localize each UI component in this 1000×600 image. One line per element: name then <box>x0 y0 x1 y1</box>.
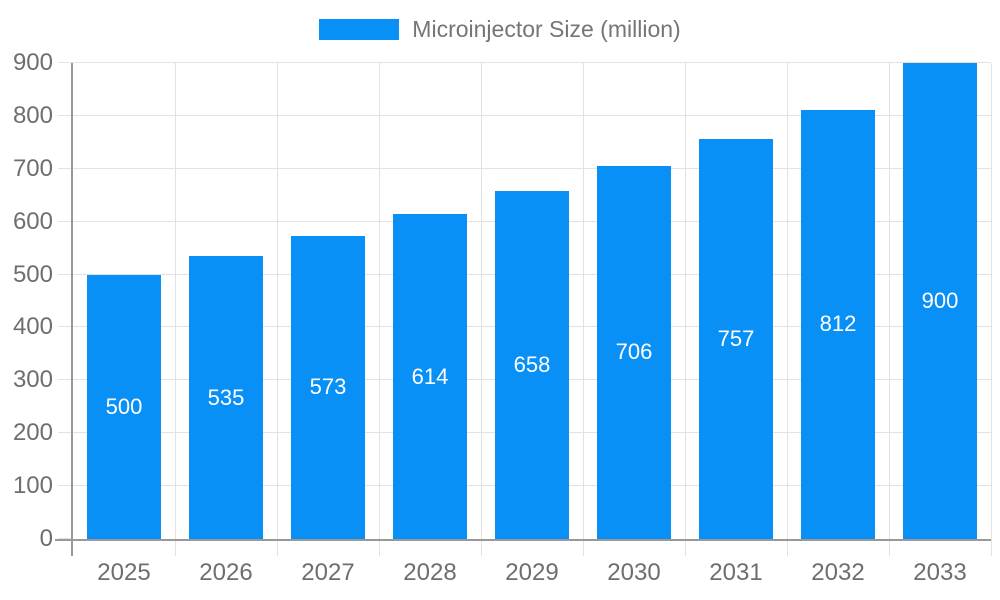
x-gridline <box>787 63 788 556</box>
bar-slot: 500 2025 <box>73 63 175 586</box>
x-gridline <box>684 63 686 556</box>
bar[interactable]: 757 <box>698 138 774 539</box>
y-gridline <box>58 167 991 169</box>
y-axis-label: 300 <box>12 366 53 394</box>
legend-swatch-icon <box>319 19 400 40</box>
x-axis-label: 2025 <box>97 559 151 586</box>
y-axis-label: 900 <box>12 49 53 76</box>
x-gridline <box>583 63 584 556</box>
x-axis-line <box>55 539 991 541</box>
y-gridline <box>58 538 71 539</box>
y-axis-label: 0 <box>39 525 53 552</box>
y-axis-label: 200 <box>12 419 53 447</box>
y-axis-label: 100 <box>12 472 53 500</box>
y-axis-label: 700 <box>12 154 53 182</box>
y-axis-line <box>71 63 73 556</box>
x-axis-label: 2027 <box>301 559 355 586</box>
bars-container: 500 2025 535 2026 573 2027 614 2028 658 2029 706 20… <box>73 63 991 586</box>
x-axis-label: 2026 <box>199 559 253 586</box>
bar-value-label: 500 <box>105 393 143 419</box>
x-axis-label: 2028 <box>403 559 457 586</box>
bar[interactable]: 535 <box>188 256 264 539</box>
legend-label: Microinjector Size (million) <box>412 16 681 42</box>
x-gridline <box>175 63 176 556</box>
x-gridline <box>889 63 890 556</box>
bar[interactable]: 573 <box>290 235 366 539</box>
x-gridline <box>481 63 482 556</box>
x-axis-label: 2033 <box>913 559 967 586</box>
plot-area: 0 100 200 300 400 500 600 700 800 900 500 2025 535 2… <box>13 51 992 586</box>
y-axis-label: 600 <box>12 207 53 235</box>
bar-value-label: 535 <box>207 384 245 410</box>
x-gridline <box>378 63 380 556</box>
x-axis-label: 2029 <box>505 559 559 586</box>
bar[interactable]: 500 <box>86 274 162 539</box>
y-gridline <box>58 114 991 116</box>
bar-slot: 812 2032 <box>787 63 889 586</box>
bar-slot: 658 2029 <box>481 63 583 586</box>
bar-value-label: 573 <box>309 374 347 400</box>
legend: Microinjector Size (million) <box>0 16 1000 43</box>
bar-slot: 614 2028 <box>379 63 481 586</box>
bar-value-label: 706 <box>615 339 653 365</box>
bar[interactable]: 706 <box>596 165 672 539</box>
bar-slot: 535 2026 <box>175 63 277 586</box>
bar-value-label: 812 <box>819 311 857 337</box>
bar-slot: 757 2031 <box>685 63 787 586</box>
legend-item[interactable]: Microinjector Size (million) <box>319 16 681 43</box>
bar[interactable]: 900 <box>902 63 978 539</box>
bar-value-label: 900 <box>921 288 959 313</box>
y-axis-label: 400 <box>12 313 53 341</box>
bar-slot: 573 2027 <box>277 63 379 586</box>
bar[interactable]: 614 <box>392 214 468 539</box>
bar-value-label: 658 <box>513 352 551 377</box>
bar-slot: 900 2033 <box>889 63 991 586</box>
bar[interactable]: 812 <box>800 109 876 539</box>
bar-slot: 706 2030 <box>583 63 685 586</box>
bar[interactable]: 658 <box>494 191 570 539</box>
x-gridline <box>991 63 992 556</box>
bar-value-label: 614 <box>411 363 449 389</box>
y-axis-label: 500 <box>12 260 53 288</box>
bar-value-label: 757 <box>717 325 755 351</box>
x-axis-label: 2032 <box>811 559 865 586</box>
x-axis-label: 2030 <box>607 559 661 586</box>
x-gridline <box>277 63 278 556</box>
y-axis-label: 800 <box>12 101 53 129</box>
x-axis-label: 2031 <box>709 559 763 586</box>
y-gridline <box>58 62 991 63</box>
